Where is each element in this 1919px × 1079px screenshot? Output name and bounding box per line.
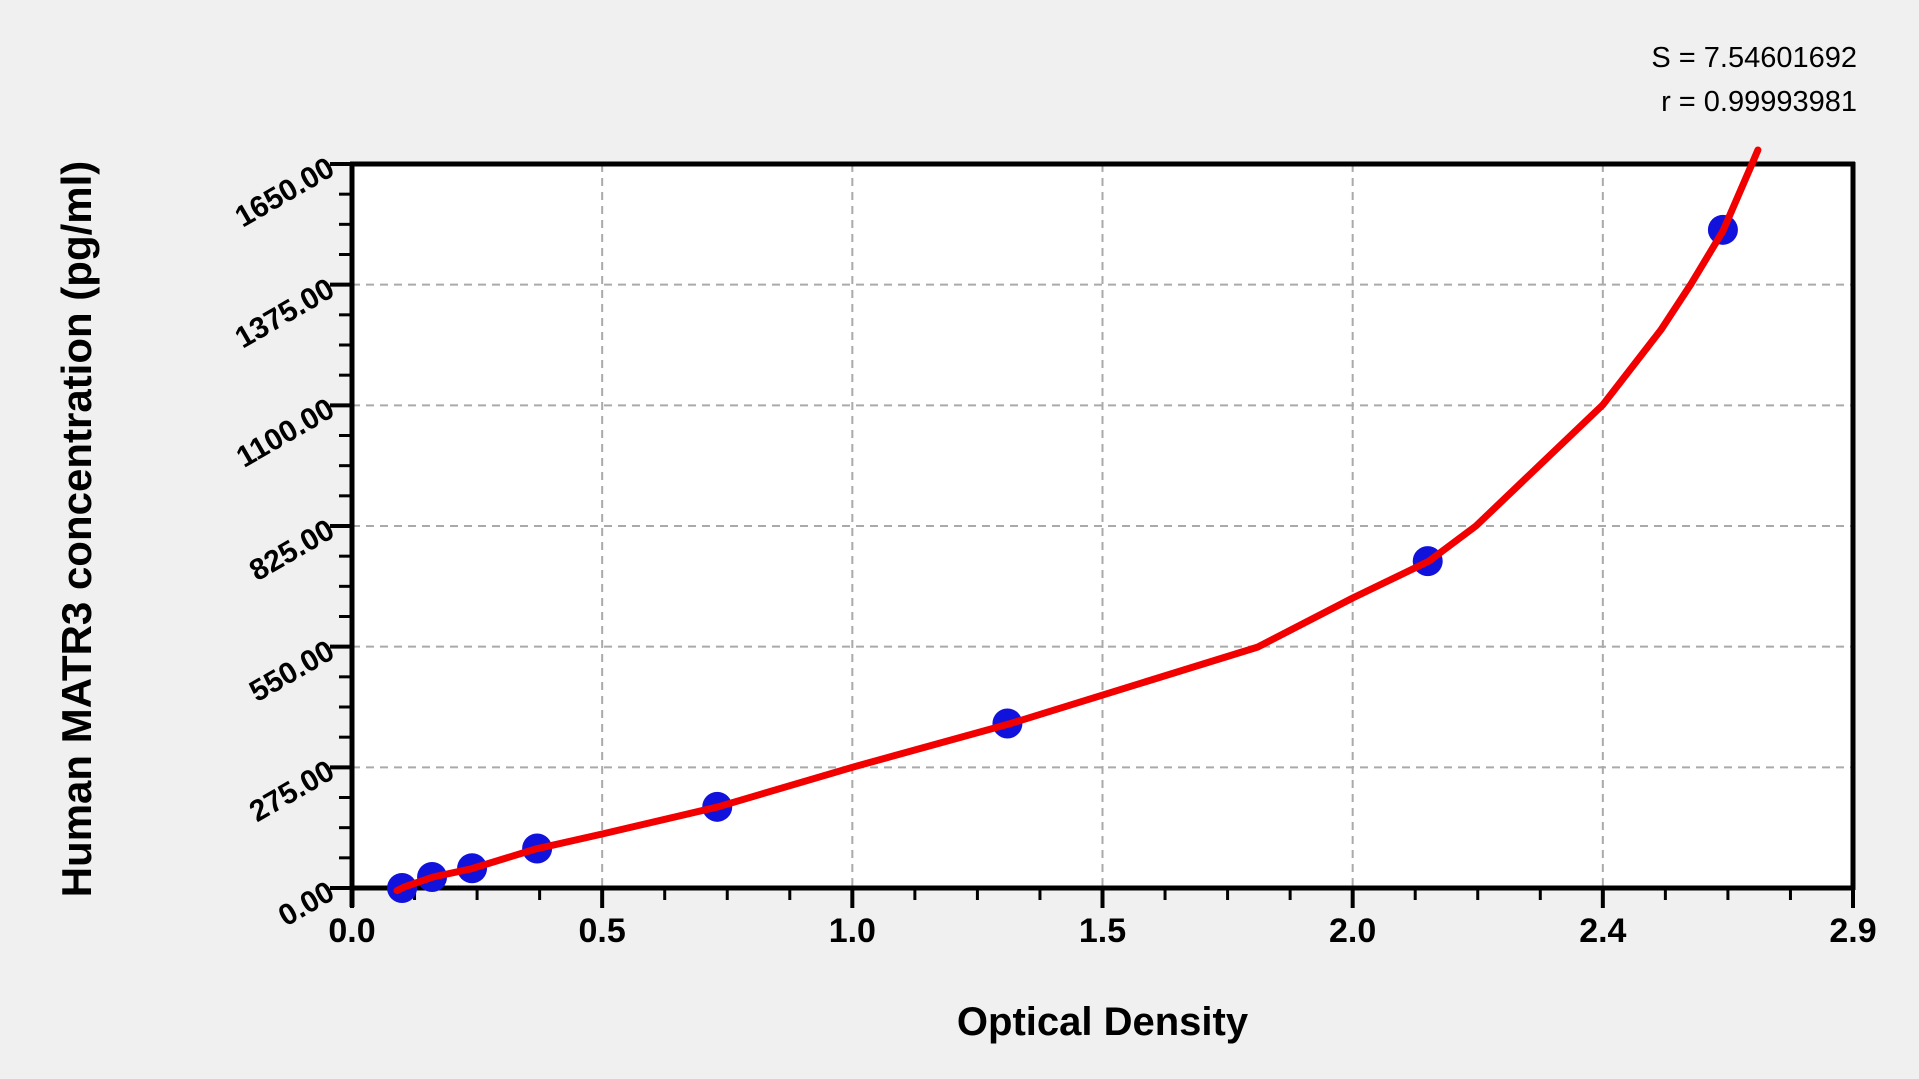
- x-axis-title: Optical Density: [956, 1000, 1249, 1044]
- y-axis-title: Human MATR3 concentration (pg/ml): [53, 160, 100, 898]
- fit-curve: [393, 146, 1762, 895]
- curve-fit-stats: S = 7.54601692 r = 0.99993981: [1651, 36, 1857, 124]
- stat-s-value: S = 7.54601692: [1651, 42, 1857, 74]
- stat-r-value: r = 0.99993981: [1661, 86, 1857, 118]
